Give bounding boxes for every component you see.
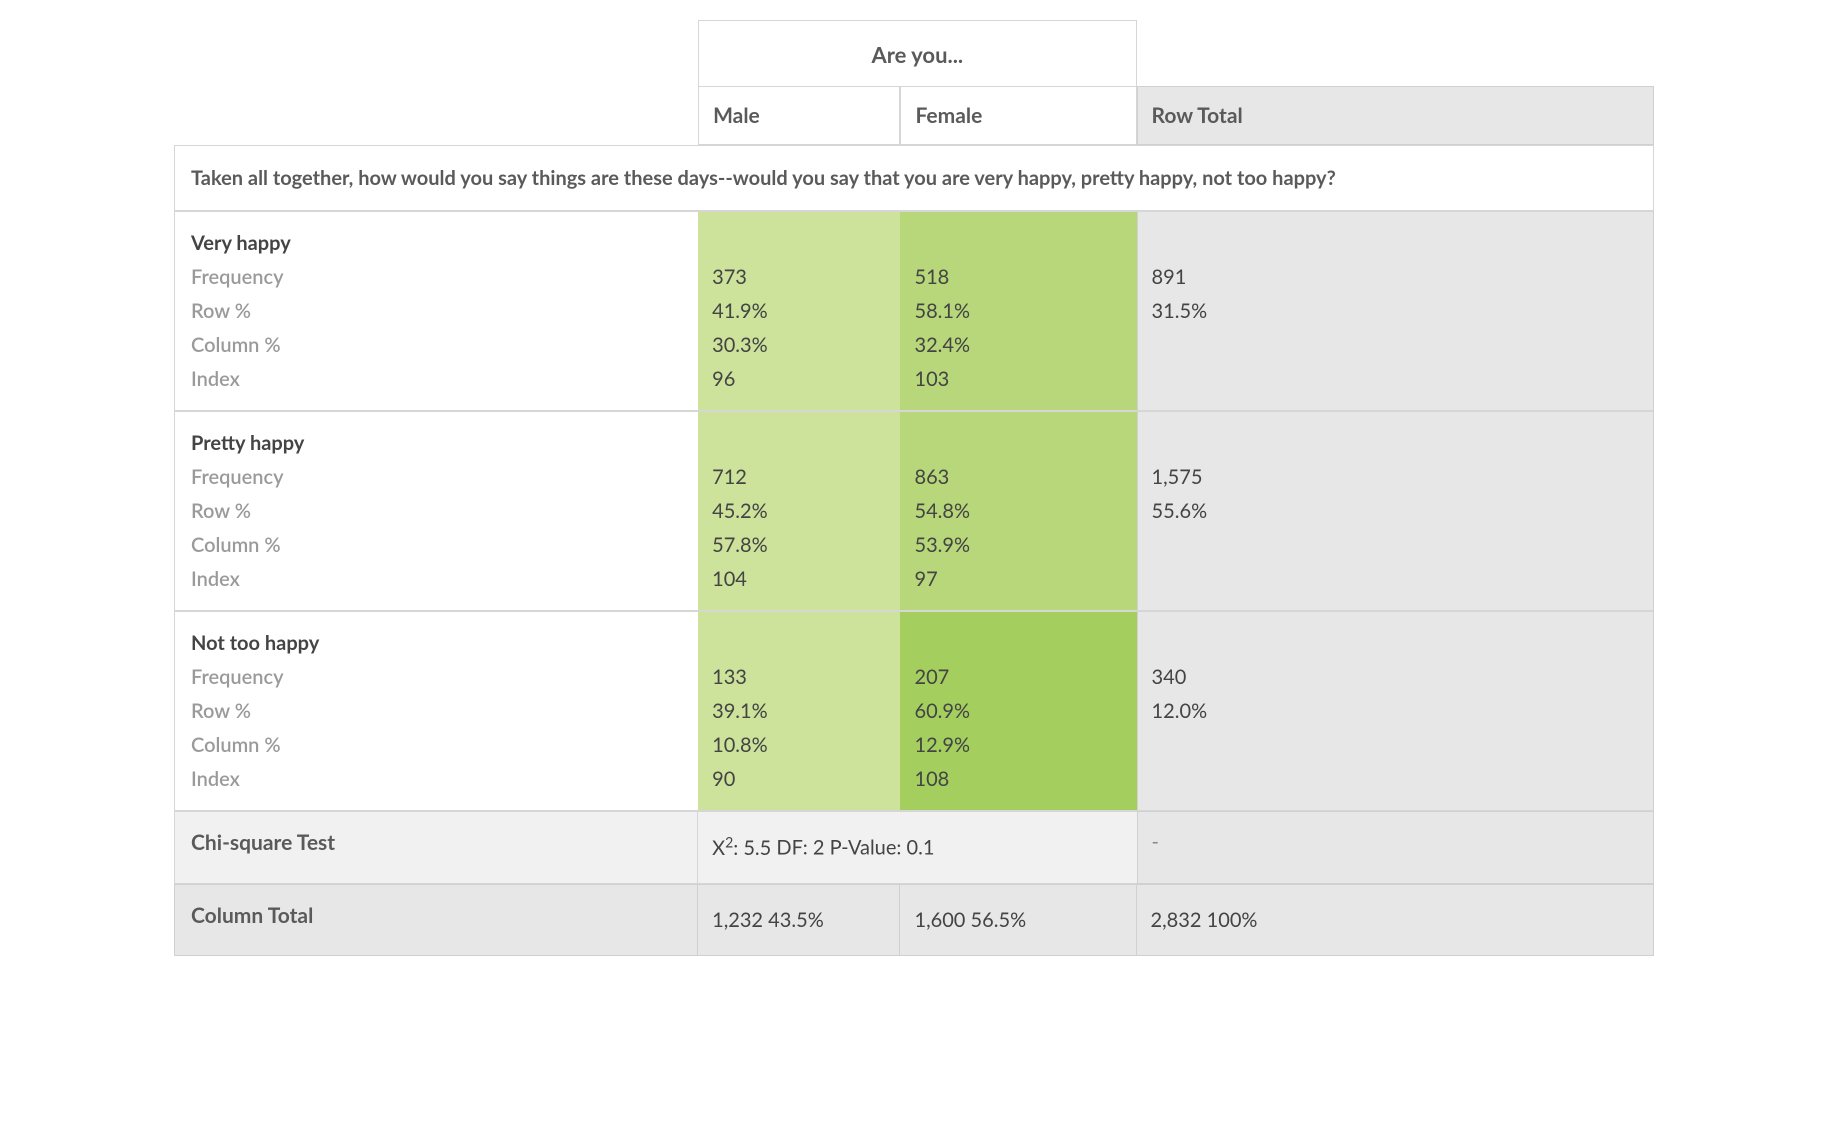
column-group-header: Are you... bbox=[698, 20, 1136, 86]
metric-label: Frequency bbox=[191, 260, 682, 294]
chi-square-label: Chi-square Test bbox=[174, 811, 698, 884]
chi-square-rowtotal: - bbox=[1137, 811, 1654, 884]
row-total-freq: 340 bbox=[1152, 660, 1639, 694]
cell-value: 96 bbox=[712, 362, 886, 396]
column-total-male: 1,232 43.5% bbox=[698, 884, 900, 956]
chi-square-df: DF: 2 bbox=[776, 836, 824, 860]
cell-value: 60.9% bbox=[914, 694, 1122, 728]
column-total-pct: 43.5% bbox=[768, 908, 824, 932]
row-category: Very happy bbox=[191, 226, 682, 260]
row-stub: Not too happyFrequencyRow %Column %Index bbox=[174, 611, 698, 811]
metric-label: Frequency bbox=[191, 460, 682, 494]
cell-value: 41.9% bbox=[712, 294, 886, 328]
column-header-male: Male bbox=[698, 86, 900, 145]
data-cell: 20760.9%12.9%108 bbox=[900, 611, 1136, 811]
column-total-freq: 1,232 bbox=[712, 908, 763, 932]
cell-value: 103 bbox=[914, 362, 1122, 396]
cell-value: 45.2% bbox=[712, 494, 886, 528]
metric-label: Row % bbox=[191, 494, 682, 528]
question-text: Taken all together, how would you say th… bbox=[174, 145, 1654, 211]
cell-value: 97 bbox=[914, 562, 1122, 596]
row-total-freq: 1,575 bbox=[1152, 460, 1639, 494]
data-cell: 86354.8%53.9%97 bbox=[900, 411, 1136, 611]
cell-value: 30.3% bbox=[712, 328, 886, 362]
row-category: Pretty happy bbox=[191, 426, 682, 460]
metric-label: Row % bbox=[191, 294, 682, 328]
data-rows-body: Very happyFrequencyRow %Column %Index373… bbox=[174, 211, 1654, 811]
cell-value: 108 bbox=[914, 762, 1122, 796]
metric-label: Index bbox=[191, 362, 682, 396]
row-total-cell: 34012.0% bbox=[1137, 611, 1654, 811]
row-total-pct: 55.6% bbox=[1152, 494, 1639, 528]
crosstab-table: Are you... Male Female Row Total Taken a… bbox=[174, 20, 1654, 956]
grand-total-freq: 2,832 bbox=[1151, 908, 1202, 932]
header-spacer bbox=[174, 20, 698, 86]
column-total-row: Column Total 1,232 43.5% 1,600 56.5% 2,8… bbox=[174, 884, 1654, 956]
data-cell: 51858.1%32.4%103 bbox=[900, 211, 1136, 411]
header-spacer-right bbox=[1137, 20, 1654, 86]
column-total-freq: 1,600 bbox=[914, 908, 965, 932]
cell-value: 32.4% bbox=[914, 328, 1122, 362]
metric-label: Index bbox=[191, 762, 682, 796]
row-total-pct: 31.5% bbox=[1152, 294, 1639, 328]
chi-square-x2: X2: 5.5 bbox=[712, 836, 771, 860]
row-total-freq: 891 bbox=[1152, 260, 1639, 294]
metric-label: Column % bbox=[191, 528, 682, 562]
cell-value: 58.1% bbox=[914, 294, 1122, 328]
data-cell: 13339.1%10.8%90 bbox=[698, 611, 900, 811]
crosstab-container: Are you... Male Female Row Total Taken a… bbox=[174, 20, 1654, 956]
cell-value: 373 bbox=[712, 260, 886, 294]
metric-label: Row % bbox=[191, 694, 682, 728]
row-total-header: Row Total bbox=[1137, 86, 1654, 145]
column-group-row: Are you... bbox=[174, 20, 1654, 86]
chi-square-row: Chi-square Test X2: 5.5 DF: 2 P-Value: 0… bbox=[174, 811, 1654, 884]
cell-value: 712 bbox=[712, 460, 886, 494]
cell-value: 133 bbox=[712, 660, 886, 694]
cell-value: 863 bbox=[914, 460, 1122, 494]
metric-label: Frequency bbox=[191, 660, 682, 694]
question-row: Taken all together, how would you say th… bbox=[174, 145, 1654, 211]
metric-label: Index bbox=[191, 562, 682, 596]
column-total-pct: 56.5% bbox=[971, 908, 1027, 932]
table-row: Very happyFrequencyRow %Column %Index373… bbox=[174, 211, 1654, 411]
header-spacer bbox=[174, 86, 698, 145]
row-total-pct: 12.0% bbox=[1152, 694, 1639, 728]
cell-value: 10.8% bbox=[712, 728, 886, 762]
column-header-female: Female bbox=[900, 86, 1136, 145]
column-total-label: Column Total bbox=[174, 884, 698, 956]
row-stub: Very happyFrequencyRow %Column %Index bbox=[174, 211, 698, 411]
chi-square-values: X2: 5.5 DF: 2 P-Value: 0.1 bbox=[698, 811, 1136, 884]
metric-label: Column % bbox=[191, 328, 682, 362]
chi-square-pvalue: P-Value: 0.1 bbox=[830, 836, 935, 860]
cell-value: 39.1% bbox=[712, 694, 886, 728]
row-total-cell: 1,57555.6% bbox=[1137, 411, 1654, 611]
row-stub: Pretty happyFrequencyRow %Column %Index bbox=[174, 411, 698, 611]
row-total-cell: 89131.5% bbox=[1137, 211, 1654, 411]
cell-value: 207 bbox=[914, 660, 1122, 694]
column-header-row: Male Female Row Total bbox=[174, 86, 1654, 145]
column-total-female: 1,600 56.5% bbox=[900, 884, 1136, 956]
table-row: Pretty happyFrequencyRow %Column %Index7… bbox=[174, 411, 1654, 611]
row-category: Not too happy bbox=[191, 626, 682, 660]
cell-value: 53.9% bbox=[914, 528, 1122, 562]
cell-value: 57.8% bbox=[712, 528, 886, 562]
metric-label: Column % bbox=[191, 728, 682, 762]
table-row: Not too happyFrequencyRow %Column %Index… bbox=[174, 611, 1654, 811]
data-cell: 71245.2%57.8%104 bbox=[698, 411, 900, 611]
cell-value: 104 bbox=[712, 562, 886, 596]
cell-value: 54.8% bbox=[914, 494, 1122, 528]
data-cell: 37341.9%30.3%96 bbox=[698, 211, 900, 411]
grand-total: 2,832 100% bbox=[1137, 884, 1654, 956]
cell-value: 12.9% bbox=[914, 728, 1122, 762]
grand-total-pct: 100% bbox=[1207, 908, 1258, 932]
cell-value: 90 bbox=[712, 762, 886, 796]
cell-value: 518 bbox=[914, 260, 1122, 294]
